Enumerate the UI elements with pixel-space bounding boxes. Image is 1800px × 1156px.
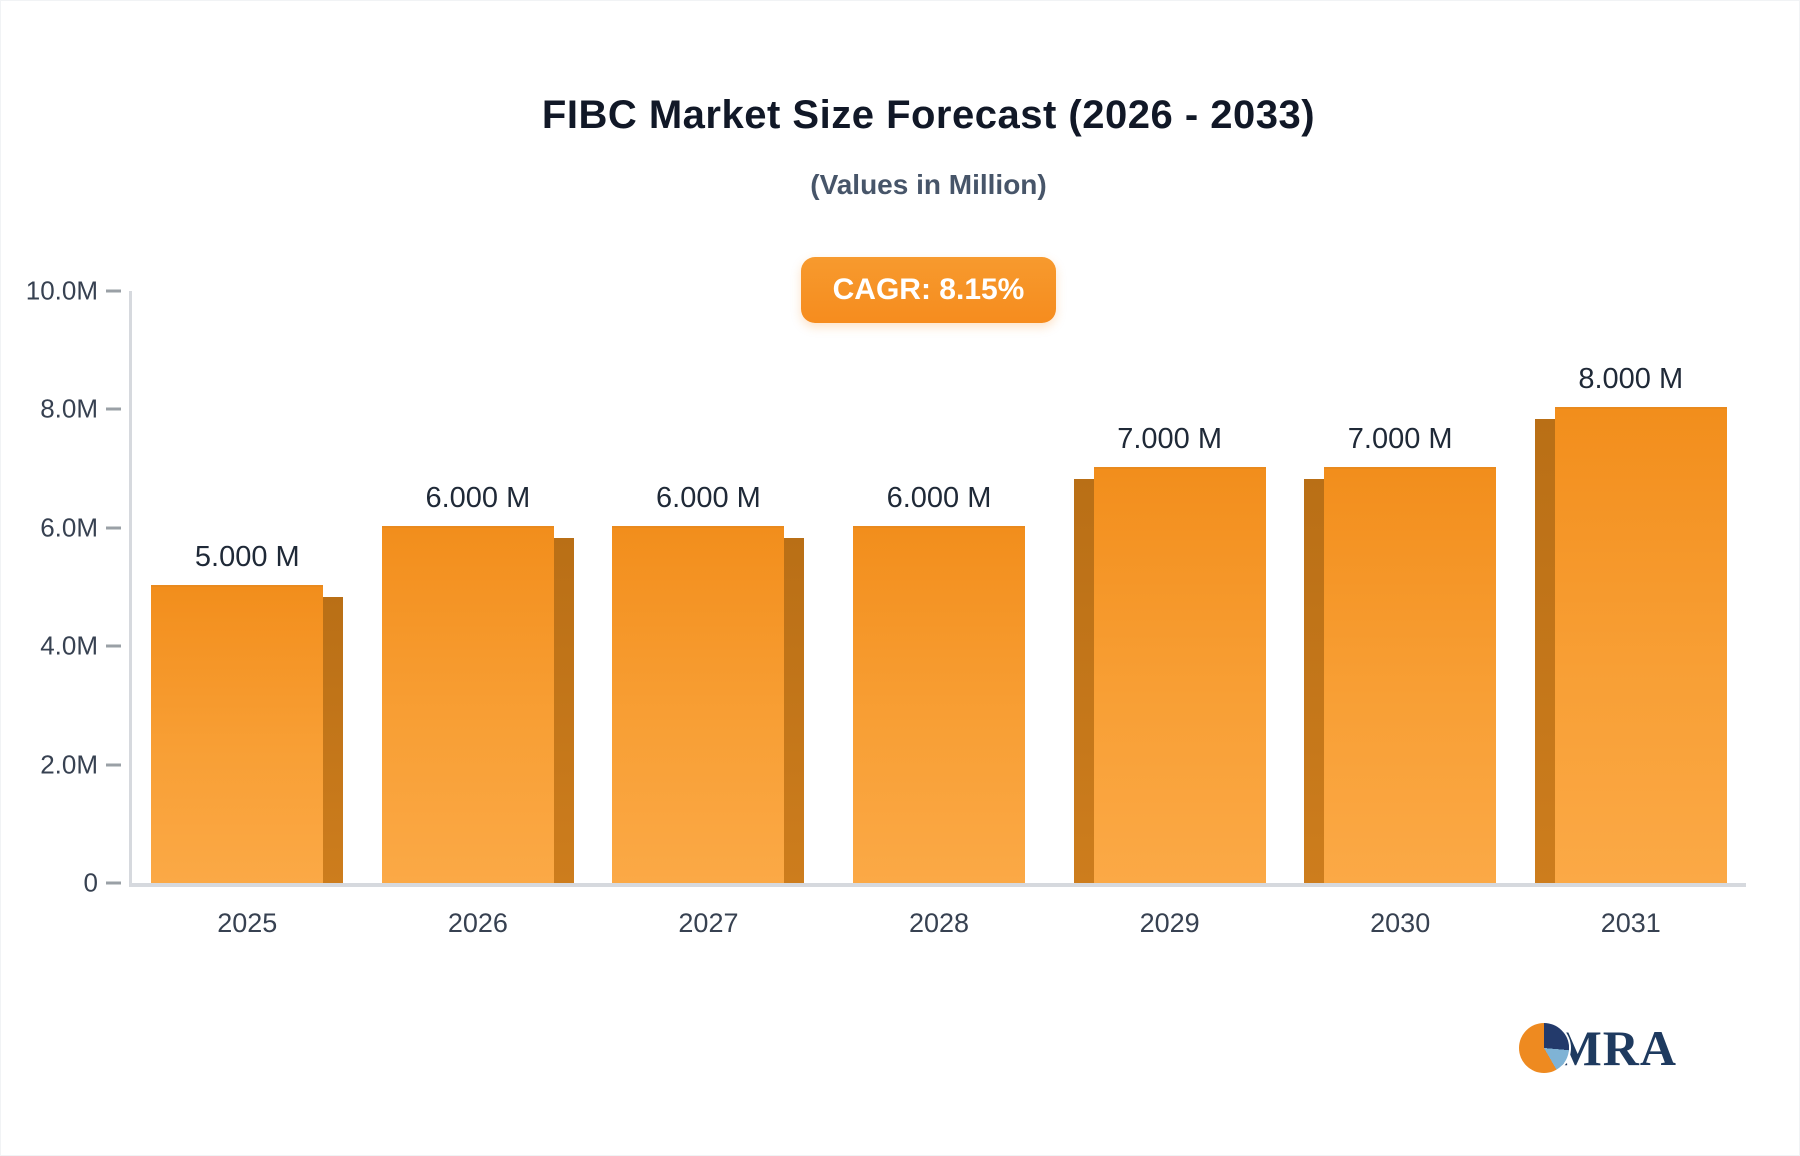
bar-face: [151, 585, 324, 883]
x-axis-label: 2026: [447, 908, 508, 938]
bar-face: [1324, 466, 1497, 883]
bar-side-shadow: [1534, 419, 1555, 883]
bar-value-label: 8.000 M: [1578, 363, 1684, 396]
chart-subtitle: (Values in Million): [810, 169, 1047, 200]
bar-slot: 7.000 M 2030: [1285, 291, 1516, 938]
y-axis-label: 0: [83, 867, 98, 898]
bar-side-shadow: [553, 537, 574, 883]
y-axis-tick: [106, 763, 121, 767]
bar-side-shadow: [323, 597, 344, 883]
bar-face: [381, 525, 554, 883]
bar-value-label: 7.000 M: [1347, 422, 1453, 455]
y-axis-tick: [106, 526, 121, 530]
bar-slot: 6.000 M 2026: [363, 291, 594, 938]
bar-value-label: 6.000 M: [886, 481, 992, 514]
y-axis-tick: [106, 407, 121, 411]
bar: 7.000 M: [1304, 423, 1497, 883]
bar: 7.000 M: [1073, 423, 1266, 883]
y-axis-label: 4.0M: [40, 630, 98, 661]
bar-face: [853, 525, 1026, 883]
plot-area: 5.000 M 2025 6.000 M 2026 6.000 M 2027 6.000 M…: [132, 291, 1746, 938]
cagr-badge-row: CAGR: 8.15%: [111, 257, 1746, 323]
bar-slot: 6.000 M 2028: [824, 291, 1055, 938]
y-axis-tick: [106, 644, 121, 648]
x-axis-label: 2025: [217, 908, 278, 938]
bar-slot: 7.000 M 2029: [1054, 291, 1285, 938]
x-axis-label: 2028: [908, 908, 970, 938]
bar-value-label: 6.000 M: [656, 481, 761, 514]
y-axis-label: 10.0M: [25, 275, 98, 306]
x-axis-label: 2027: [678, 908, 739, 938]
mra-logo: MRA: [1518, 1019, 1677, 1077]
bar: 5.000 M: [151, 541, 344, 883]
bar-face: [612, 525, 785, 883]
chart-title: FIBC Market Size Forecast (2026 - 2033): [541, 93, 1316, 137]
bar-side-shadow: [1073, 478, 1094, 883]
y-axis-tick: [106, 289, 121, 293]
bar-slot: 5.000 M 2025: [132, 291, 363, 938]
y-axis-label: 8.0M: [40, 393, 98, 424]
bar: 8.000 M: [1534, 363, 1727, 883]
y-axis-label: 2.0M: [40, 749, 98, 780]
x-axis-label: 2031: [1600, 908, 1661, 938]
bar-chart: 5.000 M 2025 6.000 M 2026 6.000 M 2027 6.000 M…: [26, 276, 1746, 938]
bar: 6.000 M: [612, 482, 805, 883]
bar-face: [1093, 466, 1266, 883]
y-axis-tick: [106, 881, 121, 885]
y-axis-label: 6.0M: [40, 512, 98, 543]
bar-face: [1554, 407, 1727, 883]
bar-value-label: 6.000 M: [425, 481, 531, 514]
bar: 6.000 M: [381, 482, 574, 883]
pie-chart-icon: [1518, 1023, 1569, 1073]
bar-side-shadow: [1304, 478, 1325, 883]
cagr-badge: CAGR: 8.15%: [800, 257, 1057, 323]
logo-text: MRA: [1554, 1020, 1677, 1076]
bar-slot: 6.000 M 2027: [593, 291, 824, 938]
x-axis-label: 2029: [1139, 908, 1200, 938]
bar-side-shadow: [784, 537, 805, 883]
bar-value-label: 7.000 M: [1117, 422, 1222, 455]
bar-value-label: 5.000 M: [194, 541, 300, 573]
x-axis-label: 2030: [1370, 908, 1431, 938]
bar-slot: 8.000 M 2031: [1515, 291, 1746, 938]
bar: 6.000 M: [853, 482, 1026, 883]
